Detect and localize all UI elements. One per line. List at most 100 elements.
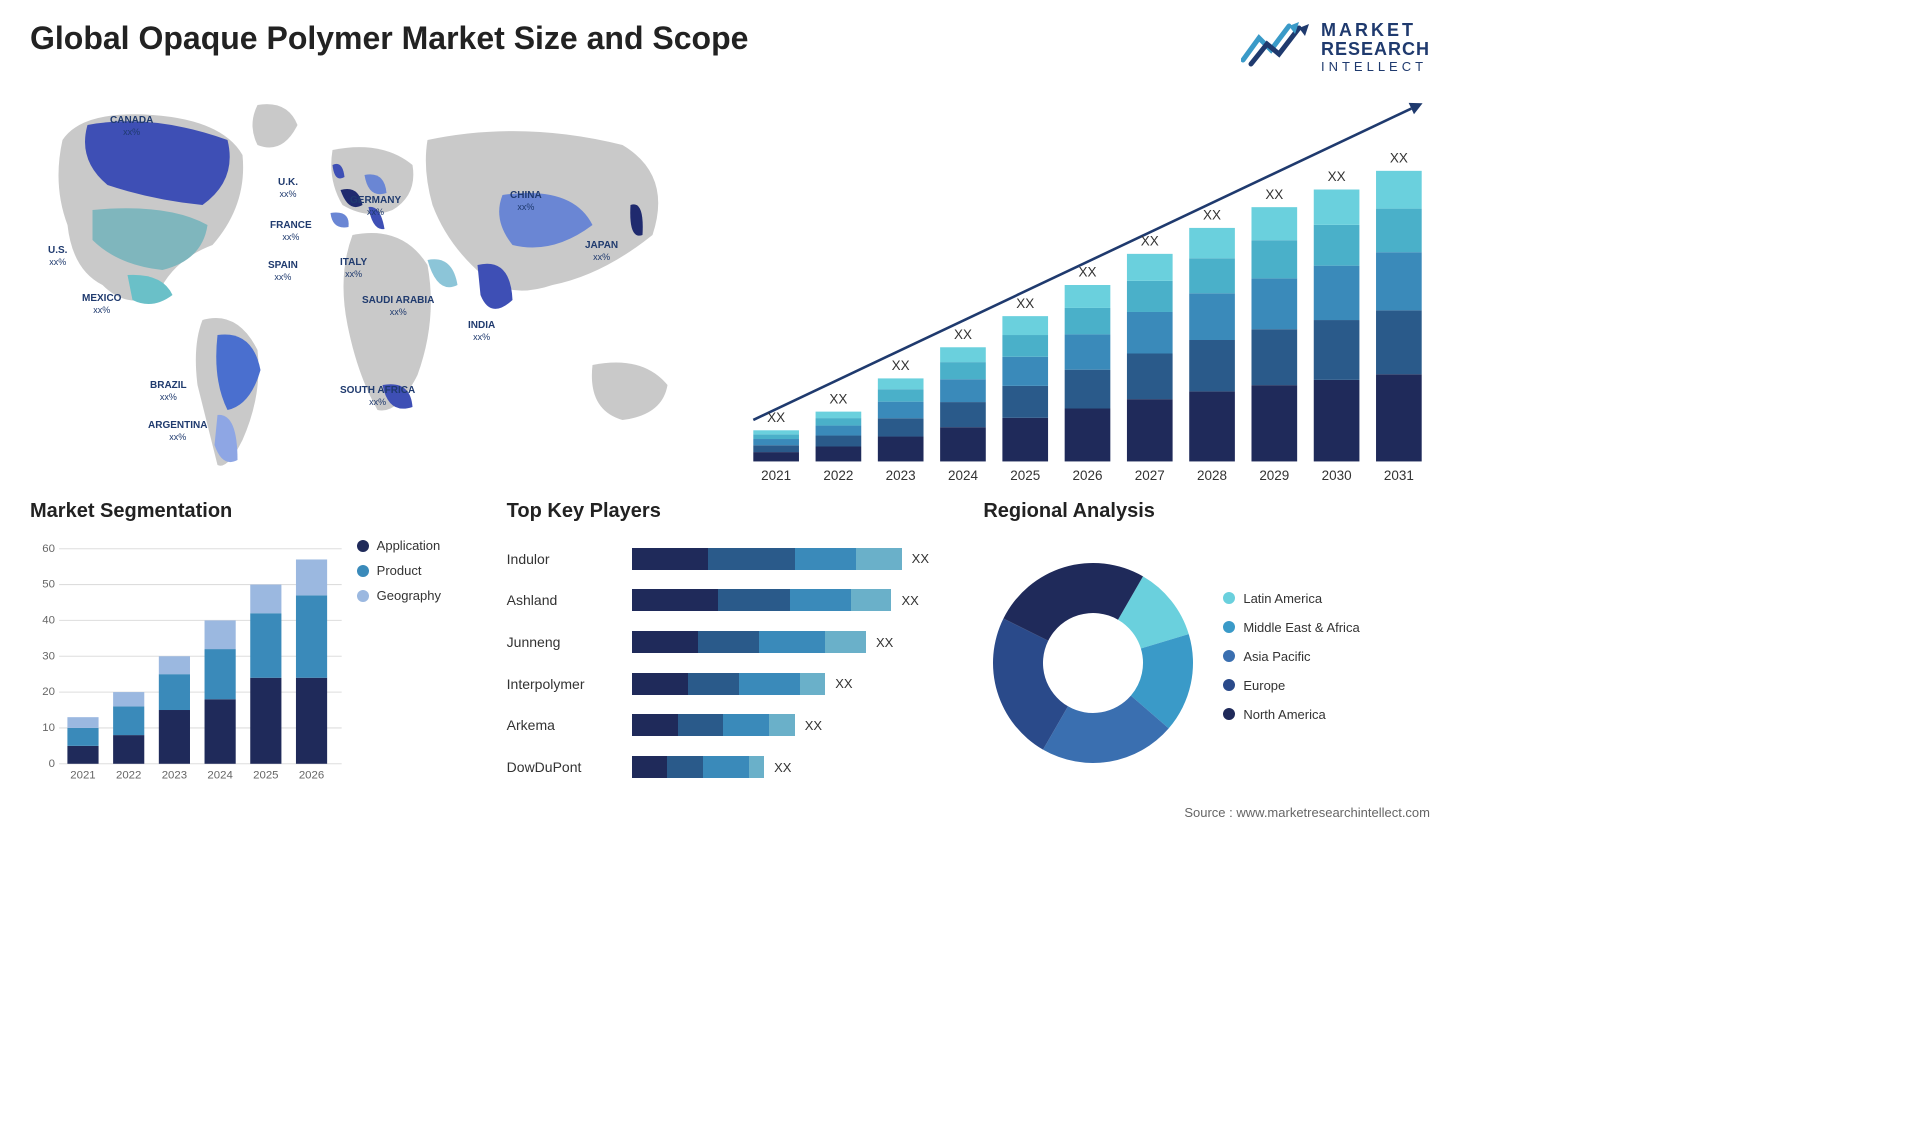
svg-text:2021: 2021 xyxy=(70,769,95,781)
svg-text:2027: 2027 xyxy=(1135,468,1165,483)
map-label: ITALYxx% xyxy=(340,257,367,281)
segmentation-svg: 0102030405060202120222023202420252026 xyxy=(30,538,342,788)
svg-text:XX: XX xyxy=(1141,234,1159,249)
map-label: CANADAxx% xyxy=(110,115,153,139)
player-name: DowDuPont xyxy=(507,759,617,775)
svg-text:XX: XX xyxy=(954,327,972,342)
player-bar-row: XX xyxy=(632,671,954,697)
player-value: XX xyxy=(774,760,791,775)
segmentation-chart: 0102030405060202120222023202420252026 xyxy=(30,538,342,788)
map-label: SPAINxx% xyxy=(268,260,298,284)
svg-text:XX: XX xyxy=(1265,187,1283,202)
svg-text:20: 20 xyxy=(42,686,55,698)
legend-dot-icon xyxy=(1223,592,1235,604)
legend-dot-icon xyxy=(357,590,369,602)
player-value: XX xyxy=(901,593,918,608)
svg-text:50: 50 xyxy=(42,579,55,591)
legend-item: North America xyxy=(1223,707,1430,722)
svg-text:XX: XX xyxy=(1390,151,1408,166)
legend-item: Europe xyxy=(1223,678,1430,693)
svg-text:60: 60 xyxy=(42,543,55,555)
players-labels: Indulor Ashland Junneng Interpolymer Arkema D… xyxy=(507,538,617,788)
trend-chart: XX 2021 XX 2022 XX 2023 XX 2024 XX 2025 XX 2026 XX 20… xyxy=(745,85,1430,485)
svg-text:2024: 2024 xyxy=(948,468,978,483)
svg-text:30: 30 xyxy=(42,650,55,662)
map-label: SOUTH AFRICAxx% xyxy=(340,385,415,409)
player-value: XX xyxy=(805,718,822,733)
svg-text:XX: XX xyxy=(1079,265,1097,280)
svg-text:0: 0 xyxy=(49,758,55,770)
player-name: Arkema xyxy=(507,717,617,733)
legend-dot-icon xyxy=(1223,708,1235,720)
svg-text:40: 40 xyxy=(42,615,55,627)
svg-text:2021: 2021 xyxy=(761,468,791,483)
player-bar-row: XX xyxy=(632,546,954,572)
svg-text:2025: 2025 xyxy=(253,769,278,781)
map-label: U.K.xx% xyxy=(278,177,298,201)
svg-text:2028: 2028 xyxy=(1197,468,1227,483)
map-label: SAUDI ARABIAxx% xyxy=(362,295,434,319)
segmentation-legend: Application Product Geography xyxy=(357,538,477,788)
legend-item: Product xyxy=(357,563,477,578)
player-name: Junneng xyxy=(507,634,617,650)
legend-item: Geography xyxy=(357,588,477,603)
svg-text:2031: 2031 xyxy=(1384,468,1414,483)
player-name: Interpolymer xyxy=(507,676,617,692)
regional-panel: Regional Analysis Latin America Middle Ea… xyxy=(983,500,1430,800)
donut-svg xyxy=(983,553,1203,773)
svg-text:XX: XX xyxy=(1203,208,1221,223)
legend-item: Latin America xyxy=(1223,591,1430,606)
map-label: ARGENTINAxx% xyxy=(148,420,207,444)
logo-mark-icon xyxy=(1241,20,1311,75)
svg-text:2023: 2023 xyxy=(886,468,916,483)
svg-text:10: 10 xyxy=(42,722,55,734)
logo: MARKET RESEARCH INTELLECT xyxy=(1241,20,1430,75)
svg-text:2029: 2029 xyxy=(1259,468,1289,483)
player-bar-row: XX xyxy=(632,587,954,613)
player-name: Indulor xyxy=(507,551,617,567)
map-label: MEXICOxx% xyxy=(82,293,121,317)
svg-text:XX: XX xyxy=(892,358,910,373)
map-label: GERMANYxx% xyxy=(350,195,401,219)
svg-text:2022: 2022 xyxy=(116,769,141,781)
svg-text:XX: XX xyxy=(1016,296,1034,311)
trend-svg: XX 2021 XX 2022 XX 2023 XX 2024 XX 2025 XX 2026 XX 20… xyxy=(745,85,1430,485)
legend-item: Application xyxy=(357,538,477,553)
legend-dot-icon xyxy=(1223,679,1235,691)
svg-text:XX: XX xyxy=(767,410,785,425)
svg-text:2025: 2025 xyxy=(1010,468,1040,483)
legend-item: Middle East & Africa xyxy=(1223,620,1430,635)
svg-text:XX: XX xyxy=(1328,169,1346,184)
player-value: XX xyxy=(835,676,852,691)
legend-dot-icon xyxy=(357,540,369,552)
segmentation-title: Market Segmentation xyxy=(30,500,477,523)
legend-dot-icon xyxy=(1223,621,1235,633)
legend-item: Asia Pacific xyxy=(1223,649,1430,664)
player-value: XX xyxy=(912,551,929,566)
legend-dot-icon xyxy=(357,565,369,577)
player-name: Ashland xyxy=(507,592,617,608)
map-label: JAPANxx% xyxy=(585,240,618,264)
svg-text:XX: XX xyxy=(829,391,847,406)
legend-dot-icon xyxy=(1223,650,1235,662)
header: Global Opaque Polymer Market Size and Sc… xyxy=(30,20,1430,75)
map-label: FRANCExx% xyxy=(270,220,312,244)
page-title: Global Opaque Polymer Market Size and Sc… xyxy=(30,20,748,57)
world-map: CANADAxx% U.S.xx% MEXICOxx% BRAZILxx% ARGENT… xyxy=(30,85,715,485)
donut-chart xyxy=(983,553,1203,773)
player-bar-row: XX xyxy=(632,712,954,738)
regional-legend: Latin America Middle East & Africa Asia Pa… xyxy=(1223,591,1430,736)
svg-text:2026: 2026 xyxy=(1073,468,1103,483)
svg-text:2022: 2022 xyxy=(823,468,853,483)
player-bar-row: XX xyxy=(632,754,954,780)
map-label: CHINAxx% xyxy=(510,190,542,214)
svg-text:2024: 2024 xyxy=(207,769,233,781)
svg-text:2030: 2030 xyxy=(1322,468,1352,483)
map-label: U.S.xx% xyxy=(48,245,67,269)
source-text: Source : www.marketresearchintellect.com xyxy=(30,805,1430,820)
regional-title: Regional Analysis xyxy=(983,500,1430,523)
players-panel: Top Key Players Indulor Ashland Junneng Int… xyxy=(507,500,954,800)
player-value: XX xyxy=(876,635,893,650)
map-label: BRAZILxx% xyxy=(150,380,187,404)
players-title: Top Key Players xyxy=(507,500,954,523)
